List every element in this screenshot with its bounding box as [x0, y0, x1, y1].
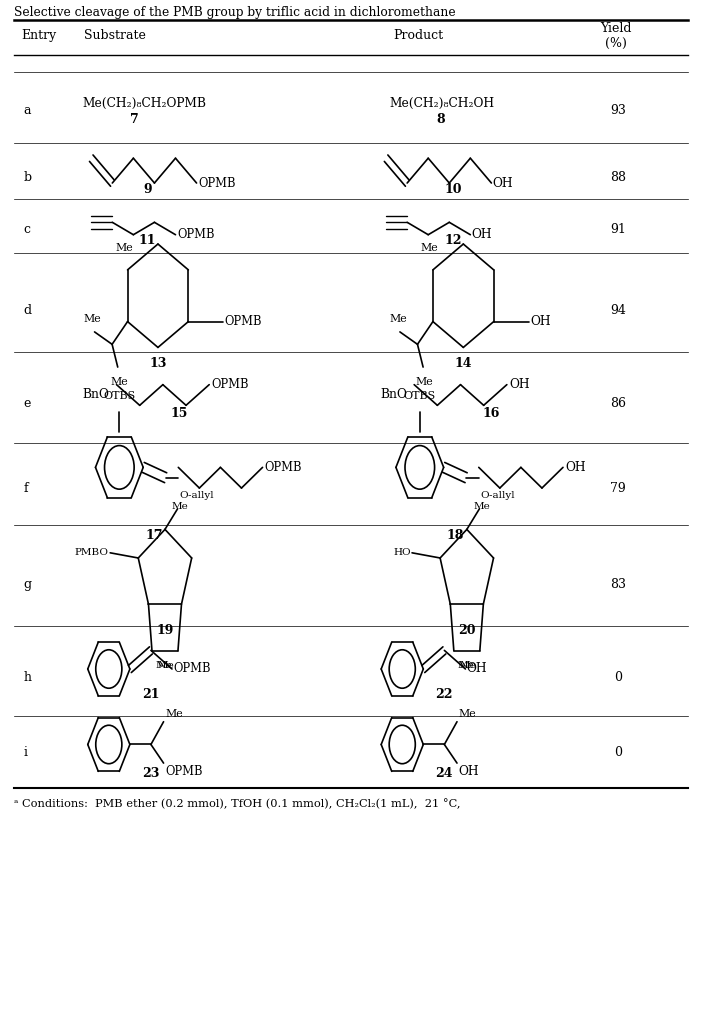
Text: Me: Me: [115, 243, 133, 253]
Text: OPMB: OPMB: [165, 765, 202, 779]
Text: Selective cleavage of the PMB group by triflic acid in dichloromethane: Selective cleavage of the PMB group by t…: [14, 6, 456, 20]
Text: 9: 9: [143, 183, 152, 195]
Text: 22: 22: [436, 689, 453, 701]
Text: HO: HO: [393, 548, 411, 557]
Text: Me: Me: [155, 661, 172, 670]
Text: 18: 18: [446, 529, 463, 542]
Text: OTBS: OTBS: [103, 391, 135, 401]
Text: OH: OH: [472, 229, 492, 241]
Text: 0: 0: [614, 747, 622, 759]
Text: OH: OH: [493, 177, 513, 189]
Text: 19: 19: [157, 625, 173, 637]
Text: Entry: Entry: [21, 29, 56, 41]
Text: 20: 20: [458, 625, 475, 637]
Text: Product: Product: [393, 29, 443, 41]
Text: OH: OH: [509, 378, 529, 391]
Text: d: d: [23, 304, 32, 316]
Text: 21: 21: [143, 689, 159, 701]
Text: h: h: [23, 671, 31, 683]
Text: 93: 93: [610, 104, 625, 117]
Text: b: b: [23, 172, 32, 184]
Text: OH: OH: [467, 663, 487, 675]
Text: g: g: [23, 578, 32, 590]
Text: BnO: BnO: [380, 389, 407, 401]
Text: 10: 10: [444, 183, 461, 195]
Text: Me: Me: [110, 377, 128, 388]
Text: Me: Me: [457, 661, 474, 670]
Text: 14: 14: [455, 358, 472, 370]
Text: Me: Me: [84, 313, 101, 324]
Text: Me: Me: [158, 661, 175, 670]
Text: i: i: [23, 747, 27, 759]
Text: 23: 23: [143, 767, 159, 780]
Text: Me: Me: [416, 377, 433, 388]
Text: Me: Me: [458, 708, 476, 719]
Text: 0: 0: [614, 671, 622, 683]
Text: OH: OH: [565, 461, 585, 474]
Text: 15: 15: [171, 407, 187, 420]
Text: Me: Me: [389, 313, 406, 324]
Text: OPMB: OPMB: [177, 229, 214, 241]
Text: Me: Me: [420, 243, 438, 253]
Text: Substrate: Substrate: [84, 29, 146, 41]
Text: 7: 7: [131, 114, 139, 126]
Text: 94: 94: [610, 304, 625, 316]
Text: e: e: [23, 397, 31, 409]
Text: 83: 83: [610, 578, 625, 590]
Text: ᵃ Conditions:  PMB ether (0.2 mmol), TfOH (0.1 mmol), CH₂Cl₂(1 mL),  21 °C,: ᵃ Conditions: PMB ether (0.2 mmol), TfOH…: [14, 798, 461, 809]
Text: Me: Me: [172, 501, 189, 511]
Text: 79: 79: [610, 482, 625, 494]
Text: Me(CH₂)₈CH₂OH: Me(CH₂)₈CH₂OH: [390, 97, 495, 110]
Text: 16: 16: [483, 407, 500, 420]
Text: OTBS: OTBS: [404, 391, 436, 401]
Text: OH: OH: [458, 765, 479, 779]
Text: 91: 91: [610, 223, 625, 236]
Text: Me: Me: [474, 501, 491, 511]
Text: OPMB: OPMB: [173, 663, 211, 675]
Text: 24: 24: [436, 767, 453, 780]
Text: 86: 86: [610, 397, 625, 409]
Text: 12: 12: [444, 235, 461, 247]
Text: 11: 11: [139, 235, 156, 247]
Text: PMBO: PMBO: [75, 548, 109, 557]
Text: f: f: [23, 482, 28, 494]
Text: 8: 8: [437, 114, 445, 126]
Text: O-allyl: O-allyl: [179, 491, 213, 500]
Text: Me(CH₂)₈CH₂OPMB: Me(CH₂)₈CH₂OPMB: [83, 97, 207, 110]
Text: OPMB: OPMB: [211, 378, 249, 391]
Text: (%): (%): [605, 37, 628, 50]
Text: 17: 17: [146, 529, 163, 542]
Text: Me: Me: [460, 661, 477, 670]
Text: Yield: Yield: [601, 23, 632, 35]
Text: BnO: BnO: [83, 389, 110, 401]
Text: OPMB: OPMB: [225, 315, 263, 328]
Text: c: c: [23, 223, 30, 236]
Text: OPMB: OPMB: [198, 177, 235, 189]
Text: OH: OH: [530, 315, 551, 328]
Text: 88: 88: [610, 172, 625, 184]
Text: 13: 13: [150, 358, 166, 370]
Text: Me: Me: [165, 708, 183, 719]
Text: a: a: [23, 104, 31, 117]
Text: OPMB: OPMB: [265, 461, 302, 474]
Text: O-allyl: O-allyl: [481, 491, 515, 500]
